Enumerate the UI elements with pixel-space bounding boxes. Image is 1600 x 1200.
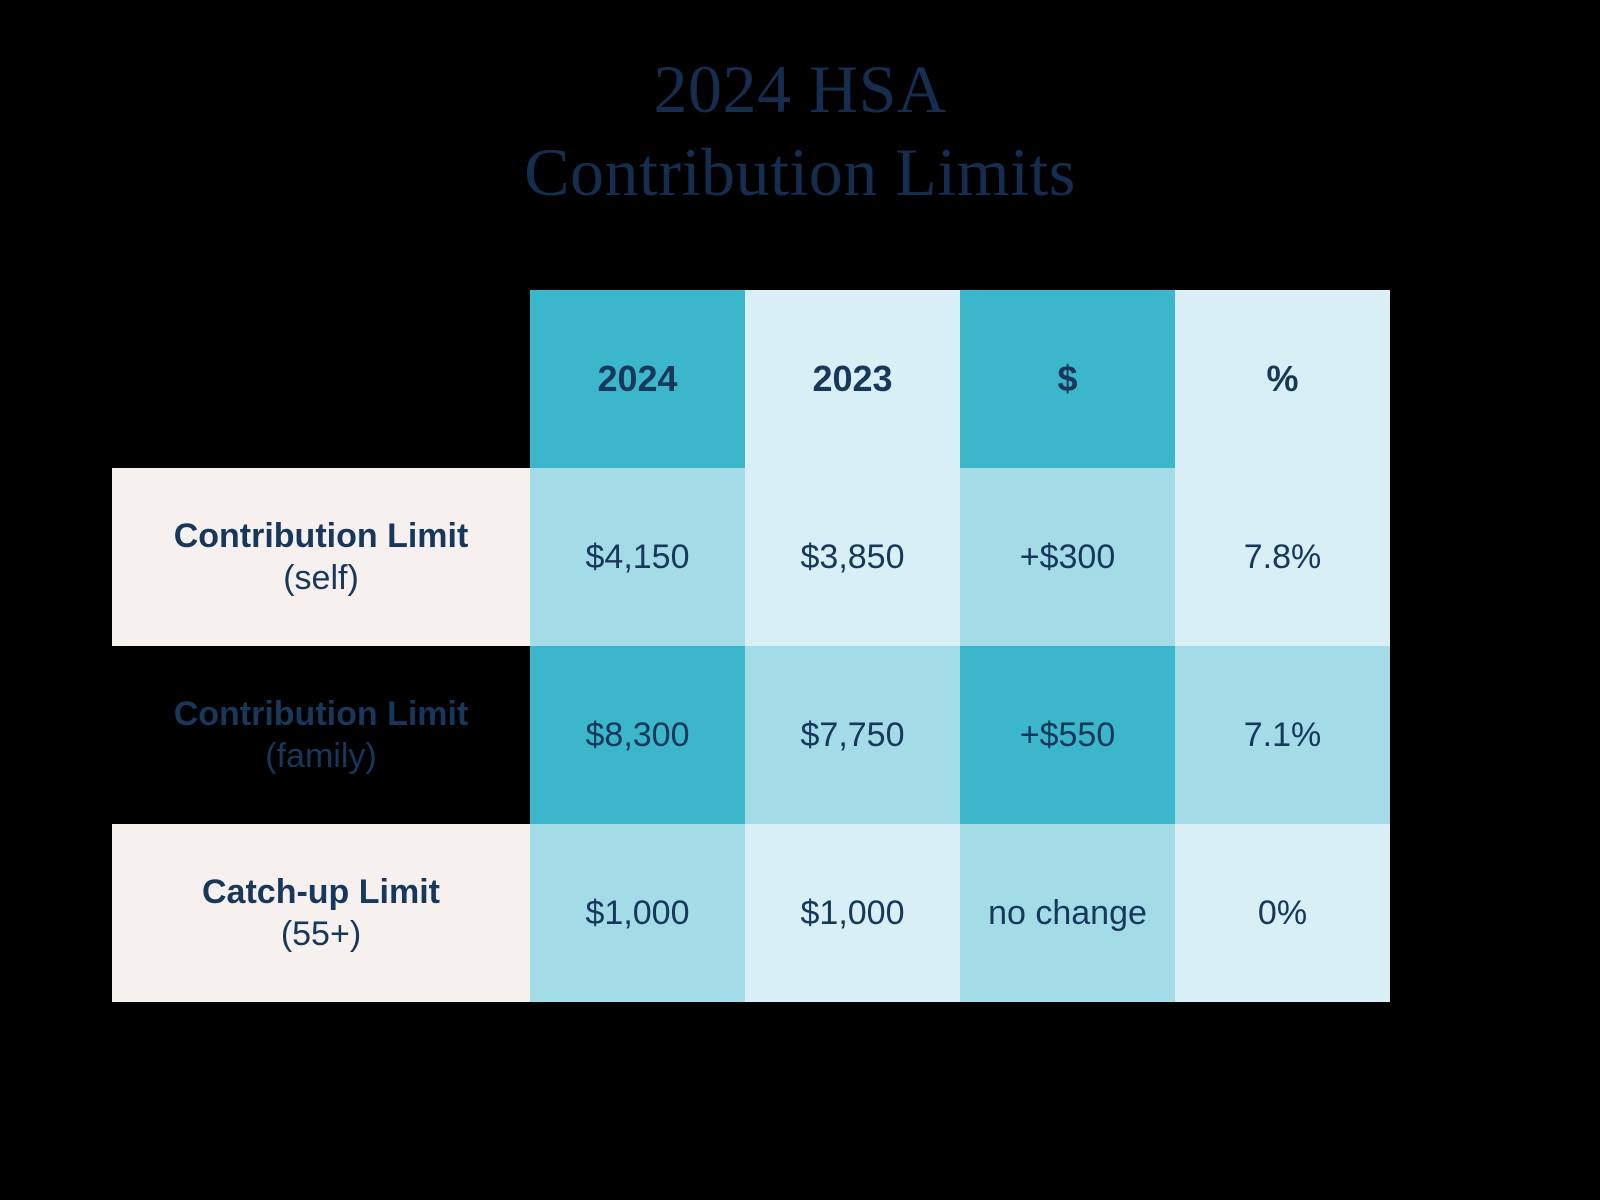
row-label-self: Contribution Limit (self) [112, 468, 530, 646]
cell-self-delta-dollar: +$300 [960, 468, 1175, 646]
row-label-main: Contribution Limit [174, 515, 469, 558]
table-row: Catch-up Limit (55+) $1,000 $1,000 no ch… [112, 824, 1390, 1002]
col-header-2023: 2023 [745, 290, 960, 468]
title-line-2: Contribution Limits [524, 134, 1076, 210]
col-header-percent: % [1175, 290, 1390, 468]
col-header-dollar: $ [960, 290, 1175, 468]
cell-family-2024: $8,300 [530, 646, 745, 824]
row-label-sub: (self) [283, 557, 359, 600]
table-header-row: 2024 2023 $ % [112, 290, 1390, 468]
cell-self-delta-pct: 7.8% [1175, 468, 1390, 646]
row-label-sub: (55+) [281, 913, 361, 956]
row-label-family: Contribution Limit (family) [112, 646, 530, 824]
hsa-limits-table: 2024 2023 $ % Contribution Limit (self) … [112, 290, 1390, 1002]
cell-catchup-2024: $1,000 [530, 824, 745, 1002]
cell-self-2024: $4,150 [530, 468, 745, 646]
row-label-catchup: Catch-up Limit (55+) [112, 824, 530, 1002]
header-empty-cell [112, 290, 530, 468]
row-label-main: Catch-up Limit [202, 871, 440, 914]
title-line-1: 2024 HSA [653, 51, 946, 127]
page-title: 2024 HSA Contribution Limits [0, 48, 1600, 214]
cell-catchup-2023: $1,000 [745, 824, 960, 1002]
col-header-2024: 2024 [530, 290, 745, 468]
cell-family-delta-pct: 7.1% [1175, 646, 1390, 824]
cell-catchup-delta-dollar: no change [960, 824, 1175, 1002]
cell-catchup-delta-pct: 0% [1175, 824, 1390, 1002]
cell-self-2023: $3,850 [745, 468, 960, 646]
cell-family-2023: $7,750 [745, 646, 960, 824]
row-label-sub: (family) [265, 735, 376, 778]
cell-family-delta-dollar: +$550 [960, 646, 1175, 824]
table-row: Contribution Limit (family) $8,300 $7,75… [112, 646, 1390, 824]
row-label-main: Contribution Limit [174, 693, 469, 736]
table-row: Contribution Limit (self) $4,150 $3,850 … [112, 468, 1390, 646]
